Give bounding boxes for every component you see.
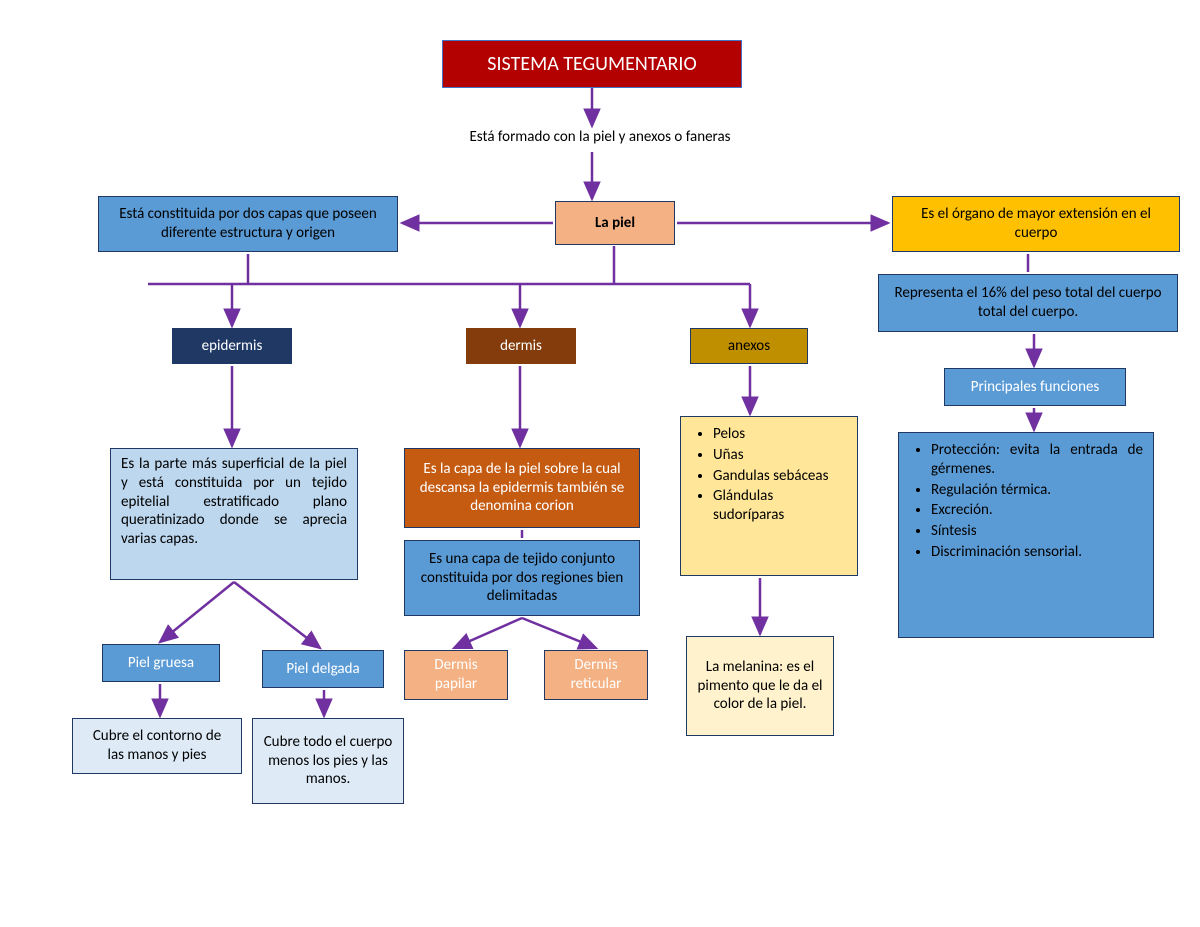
node-func_list: Protección: evita la entrada de gérmenes… bbox=[898, 432, 1154, 638]
edge-20 bbox=[522, 618, 596, 648]
node-der_desc: Es la capa de la piel sobre la cual desc… bbox=[404, 448, 640, 528]
node-piel_delgada: Piel delgada bbox=[262, 650, 384, 688]
node-lapiel: La piel bbox=[555, 201, 675, 245]
node-anexos: anexos bbox=[690, 328, 808, 364]
node-funciones: Principales funciones bbox=[944, 368, 1126, 406]
node-der_reticular: Dermis reticular bbox=[544, 650, 648, 700]
node-melanina: La melanina: es el pimento que le da el … bbox=[686, 636, 834, 736]
node-ep_desc: Es la parte más superficial de la piel y… bbox=[110, 448, 358, 580]
node-constituida: Está constituida por dos capas que posee… bbox=[98, 196, 398, 252]
node-title: SISTEMA TEGUMENTARIO bbox=[442, 40, 742, 88]
node-formado: Está formado con la piel y anexos o fane… bbox=[450, 128, 750, 146]
node-der_papilar: Dermis papilar bbox=[404, 650, 508, 700]
edge-19 bbox=[454, 618, 522, 648]
node-anexos_list: PelosUñasGandulas sebáceasGlándulas sudo… bbox=[680, 416, 858, 576]
node-epidermis: epidermis bbox=[172, 328, 292, 364]
node-delgada_desc: Cubre todo el cuerpo menos los pies y la… bbox=[252, 718, 404, 804]
node-gruesa_desc: Cubre el contorno de las manos y pies bbox=[72, 718, 242, 774]
node-organo: Es el órgano de mayor extensión en el cu… bbox=[892, 196, 1180, 252]
edge-17 bbox=[160, 582, 234, 642]
node-dermis: dermis bbox=[466, 328, 576, 364]
node-piel_gruesa: Piel gruesa bbox=[102, 644, 220, 682]
edge-18 bbox=[234, 582, 320, 648]
node-representa: Representa el 16% del peso total del cue… bbox=[878, 274, 1178, 332]
node-der_capa: Es una capa de tejido conjunto constitui… bbox=[404, 540, 640, 616]
